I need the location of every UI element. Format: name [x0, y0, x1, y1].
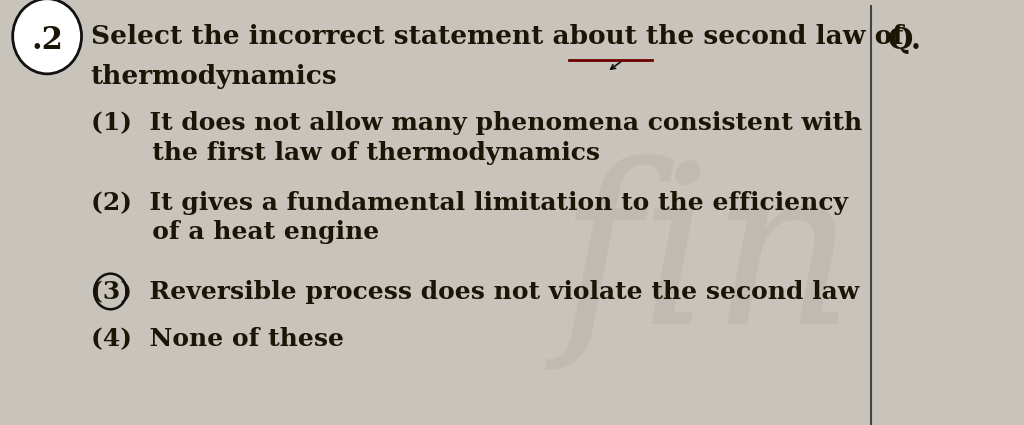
- Text: (1)  It does not allow many phenomena consistent with: (1) It does not allow many phenomena con…: [90, 111, 862, 136]
- Text: of a heat engine: of a heat engine: [90, 220, 379, 244]
- Text: Q.: Q.: [888, 26, 922, 55]
- Text: .2: .2: [31, 25, 63, 56]
- Text: (2)  It gives a fundamental limitation to the efficiency: (2) It gives a fundamental limitation to…: [90, 190, 848, 215]
- Text: (4)  None of these: (4) None of these: [90, 326, 344, 350]
- Text: thermodynamics: thermodynamics: [90, 64, 337, 89]
- Text: fin: fin: [558, 153, 855, 370]
- Text: the first law of thermodynamics: the first law of thermodynamics: [90, 141, 600, 165]
- Text: Select the incorrect statement about the second law of: Select the incorrect statement about the…: [90, 24, 903, 49]
- Text: (3)  Reversible process does not violate the second law: (3) Reversible process does not violate …: [90, 280, 859, 303]
- Circle shape: [12, 0, 82, 74]
